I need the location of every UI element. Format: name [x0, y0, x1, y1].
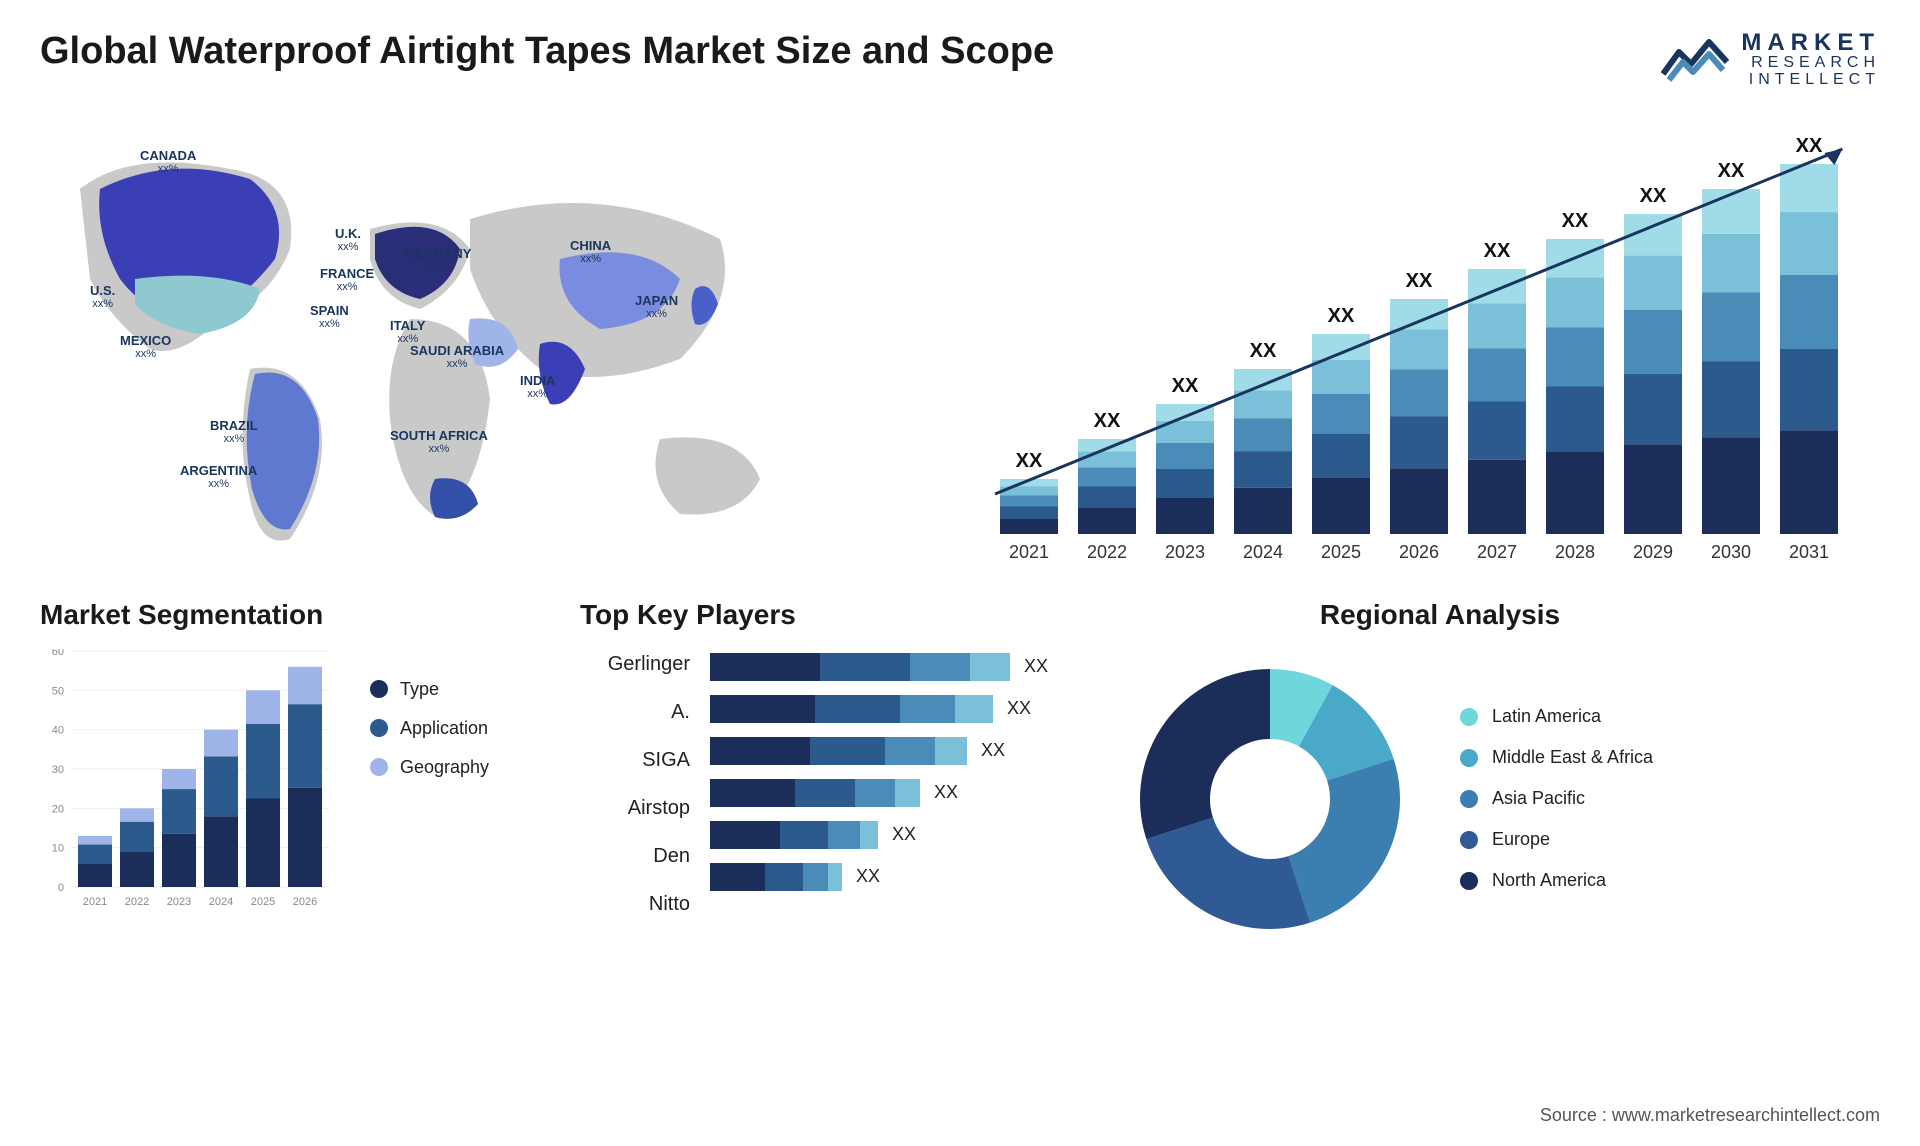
regional-donut [1120, 649, 1420, 949]
svg-text:2030: 2030 [1711, 542, 1751, 559]
player-bar-row: XX [710, 695, 1048, 723]
svg-text:XX: XX [1718, 160, 1745, 182]
svg-text:50: 50 [52, 685, 64, 697]
player-value: XX [856, 866, 880, 887]
player-bar-row: XX [710, 653, 1048, 681]
svg-text:XX: XX [1094, 410, 1121, 432]
player-name: SIGA [642, 749, 690, 777]
legend-item: Geography [370, 757, 489, 778]
player-name: Gerlinger [608, 653, 690, 681]
svg-text:2028: 2028 [1555, 542, 1595, 559]
svg-text:20: 20 [52, 803, 64, 815]
player-bar-row: XX [710, 779, 1048, 807]
svg-text:10: 10 [52, 842, 64, 854]
player-value: XX [1024, 656, 1048, 677]
players-section: Top Key Players Gerlinger A. SIGA Airstop De… [580, 599, 1080, 949]
svg-text:XX: XX [1796, 135, 1823, 157]
svg-text:2024: 2024 [1243, 542, 1283, 559]
svg-text:30: 30 [52, 764, 64, 776]
svg-text:2023: 2023 [1165, 542, 1205, 559]
logo-mark-icon [1661, 34, 1731, 84]
svg-text:2031: 2031 [1789, 542, 1829, 559]
svg-text:2027: 2027 [1477, 542, 1517, 559]
player-bar-row: XX [710, 863, 1048, 891]
map-label: JAPANxx% [635, 294, 678, 320]
svg-text:2022: 2022 [125, 896, 149, 908]
map-label: U.K.xx% [335, 227, 361, 253]
footer-source: Source : www.marketresearchintellect.com [1540, 1105, 1880, 1126]
svg-text:XX: XX [1172, 375, 1199, 397]
legend-item: Asia Pacific [1460, 788, 1653, 809]
svg-text:XX: XX [1328, 305, 1355, 327]
regional-title: Regional Analysis [1120, 599, 1760, 631]
svg-text:2022: 2022 [1087, 542, 1127, 559]
player-value: XX [892, 824, 916, 845]
map-label: BRAZILxx% [210, 419, 258, 445]
svg-text:2026: 2026 [1399, 542, 1439, 559]
player-name: A. [671, 701, 690, 729]
svg-text:2024: 2024 [209, 896, 233, 908]
svg-text:XX: XX [1562, 210, 1589, 232]
page-title: Global Waterproof Airtight Tapes Market … [40, 30, 1054, 73]
map-label: U.S.xx% [90, 284, 115, 310]
legend-item: Type [370, 679, 489, 700]
player-bar-row: XX [710, 821, 1048, 849]
svg-text:XX: XX [1484, 240, 1511, 262]
world-map: CANADAxx% U.S.xx%MEXICOxx% BRAZILxx% ARGENT… [40, 119, 910, 559]
player-value: XX [934, 782, 958, 803]
map-label: MEXICOxx% [120, 334, 171, 360]
players-title: Top Key Players [580, 599, 1080, 631]
player-bar-row: XX [710, 737, 1048, 765]
map-label: CHINAxx% [570, 239, 611, 265]
player-name: Nitto [649, 893, 690, 921]
player-name: Den [653, 845, 690, 873]
svg-text:XX: XX [1016, 450, 1043, 472]
legend-item: North America [1460, 870, 1653, 891]
regional-section: Regional Analysis Latin America Middle Ea… [1120, 599, 1760, 949]
map-label: SOUTH AFRICAxx% [390, 429, 488, 455]
svg-text:2023: 2023 [167, 896, 191, 908]
svg-text:40: 40 [52, 724, 64, 736]
svg-text:2025: 2025 [1321, 542, 1361, 559]
regional-legend: Latin America Middle East & Africa Asia Pa… [1460, 706, 1653, 891]
legend-item: Latin America [1460, 706, 1653, 727]
map-label: GERMANYxx% [405, 247, 471, 273]
players-names: Gerlinger A. SIGA Airstop Den Nitto [580, 649, 690, 921]
map-label: ARGENTINAxx% [180, 464, 257, 490]
svg-text:2021: 2021 [1009, 542, 1049, 559]
svg-text:2029: 2029 [1633, 542, 1673, 559]
svg-text:2026: 2026 [293, 896, 317, 908]
segmentation-chart: 0 10 20 30 40 50 60 2021 2022 2023 2024 2025 2026 [40, 649, 340, 929]
map-label: INDIAxx% [520, 374, 555, 400]
logo-line3: INTELLECT [1741, 72, 1880, 89]
map-label: SAUDI ARABIAxx% [410, 344, 504, 370]
segmentation-legend: Type Application Geography [370, 649, 489, 929]
map-label: FRANCExx% [320, 267, 374, 293]
svg-text:XX: XX [1640, 185, 1667, 207]
svg-text:XX: XX [1406, 270, 1433, 292]
player-value: XX [981, 740, 1005, 761]
growth-chart: XX 2021 XX 2022 XX 2023 XX 2024 XX 2025 XX 2026 XX 20… [970, 119, 1860, 559]
logo-line1: MARKET [1741, 30, 1880, 55]
map-label: ITALYxx% [390, 319, 425, 345]
legend-item: Europe [1460, 829, 1653, 850]
segmentation-title: Market Segmentation [40, 599, 540, 631]
map-label: CANADAxx% [140, 149, 196, 175]
player-value: XX [1007, 698, 1031, 719]
map-label: SPAINxx% [310, 304, 349, 330]
brand-logo: MARKET RESEARCH INTELLECT [1661, 30, 1880, 89]
player-name: Airstop [628, 797, 690, 825]
svg-text:60: 60 [52, 649, 64, 658]
svg-text:0: 0 [58, 882, 64, 894]
legend-item: Middle East & Africa [1460, 747, 1653, 768]
players-bars: XXXXXXXXXXXX [710, 649, 1048, 921]
legend-item: Application [370, 718, 489, 739]
segmentation-section: Market Segmentation 0 10 20 30 40 50 60 2021 202… [40, 599, 540, 949]
svg-text:2021: 2021 [83, 896, 107, 908]
svg-text:XX: XX [1250, 340, 1277, 362]
svg-text:2025: 2025 [251, 896, 275, 908]
logo-line2: RESEARCH [1741, 55, 1880, 72]
